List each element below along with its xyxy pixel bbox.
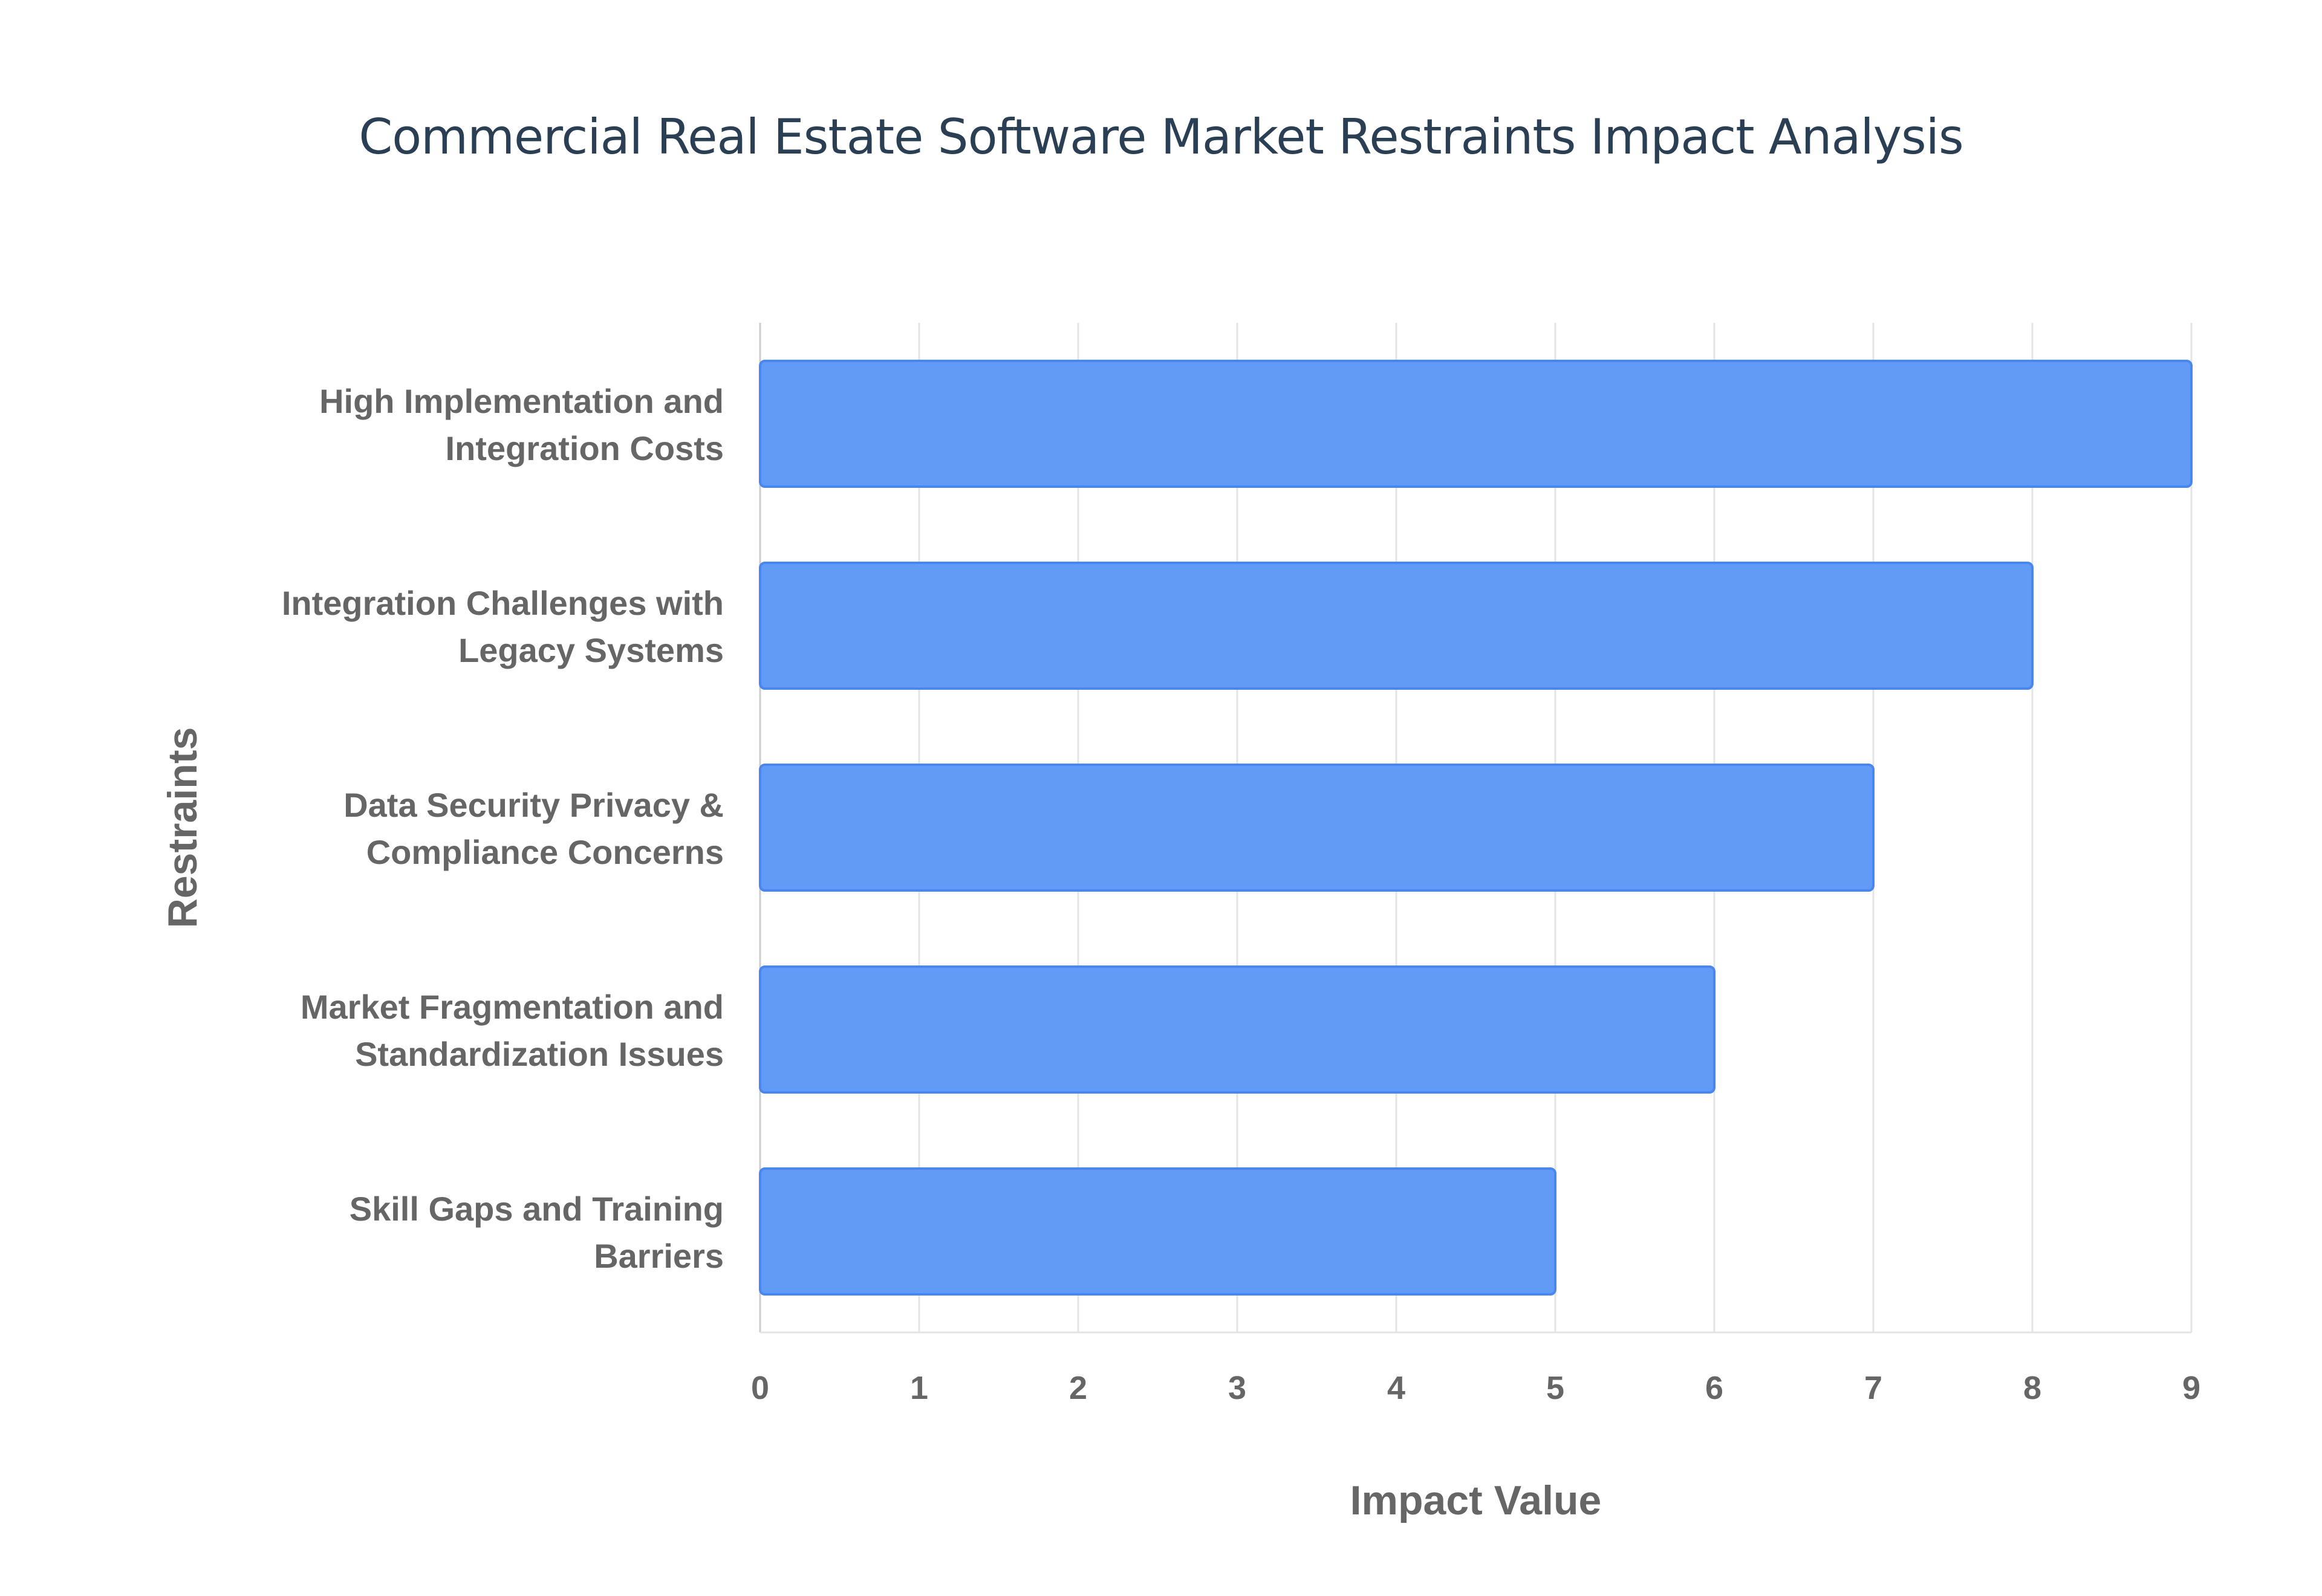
x-tick-label: 0 <box>751 1370 769 1406</box>
y-category-label: High Implementation and Integration Costs <box>319 382 724 467</box>
y-category-label: Skill Gaps and Training Barriers <box>350 1190 724 1275</box>
x-tick-label: 1 <box>910 1370 928 1406</box>
x-tick-label: 6 <box>1705 1370 1723 1406</box>
x-tick-label: 9 <box>2182 1370 2200 1406</box>
x-tick-label: 4 <box>1387 1370 1405 1406</box>
y-category-label: Integration Challenges with Legacy System… <box>282 584 724 669</box>
y-category-label: Market Fragmentation and Standardization … <box>301 988 724 1073</box>
x-tick-label: 5 <box>1546 1370 1564 1406</box>
x-tick-label: 2 <box>1069 1370 1087 1406</box>
x-tick-label: 7 <box>1864 1370 1882 1406</box>
bar <box>759 562 2034 690</box>
y-category-label: Data Security Privacy & Compliance Concer… <box>343 786 724 871</box>
bar <box>759 360 2193 488</box>
y-axis-title: Restraints <box>160 727 206 929</box>
x-tick-label: 3 <box>1228 1370 1246 1406</box>
bar <box>759 1167 1556 1296</box>
chart-title: Commercial Real Estate Software Market R… <box>359 109 1963 165</box>
bar <box>759 965 1715 1094</box>
x-axis-title: Impact Value <box>1350 1478 1602 1523</box>
bar <box>759 764 1875 892</box>
x-tick-label: 8 <box>2023 1370 2041 1406</box>
